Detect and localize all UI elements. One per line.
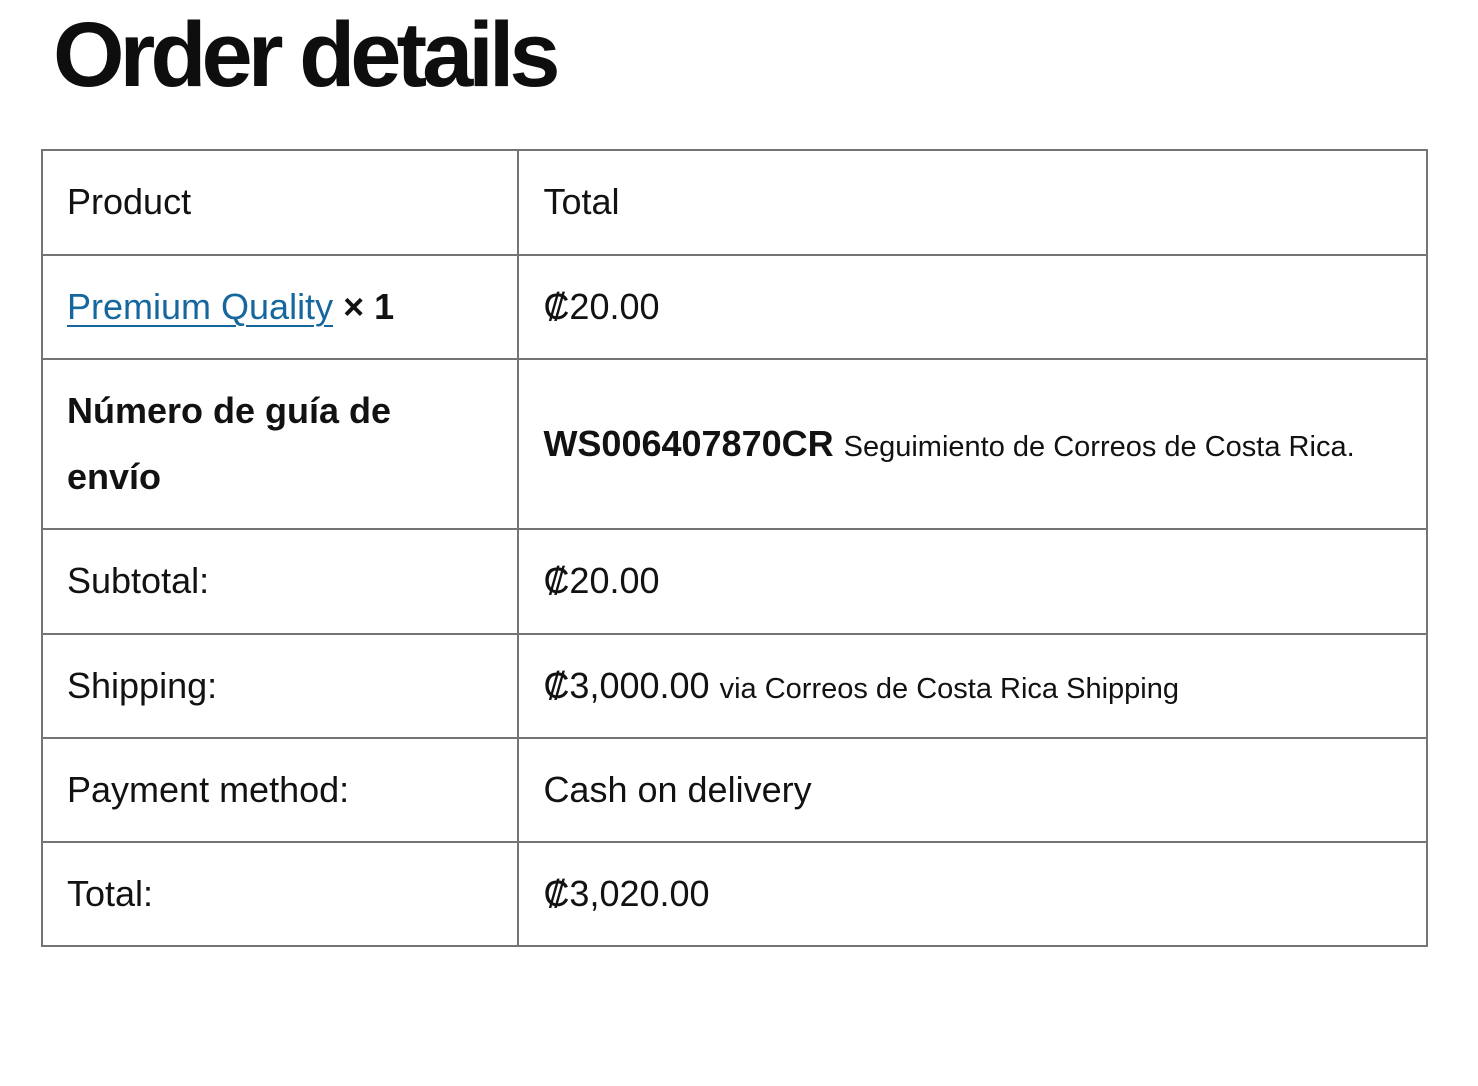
column-header-total: Total [517, 149, 1428, 256]
total-row: Total: ₡3,020.00 [40, 840, 1428, 948]
product-link[interactable]: Premium Quality [67, 285, 334, 327]
tracking-label: Número de guía de envío [40, 357, 520, 531]
total-amount: ₡3,020.00 [543, 873, 710, 914]
shipping-value-cell: ₡3,000.00 via Correos de Costa Rica Ship… [517, 632, 1428, 739]
column-header-product: Product [40, 149, 520, 256]
subtotal-row: Subtotal: ₡20.00 [40, 528, 1428, 635]
order-table-foot: Subtotal: ₡20.00 Shipping: ₡3,000.00 via… [40, 528, 1428, 948]
tracking-value-cell: WS006407870CR Seguimiento de Correos de … [517, 357, 1428, 531]
order-table-body: Premium Quality × 1 ₡20.00 Número de guí… [40, 253, 1428, 531]
payment-method-label: Payment method: [40, 736, 520, 844]
subtotal-label: Subtotal: [40, 528, 520, 635]
order-item-row: Premium Quality × 1 ₡20.00 [40, 253, 1428, 360]
order-item-total-cell: ₡20.00 [517, 253, 1428, 360]
shipping-row: Shipping: ₡3,000.00 via Correos de Costa… [40, 632, 1428, 739]
product-total-amount: ₡20.00 [543, 285, 660, 327]
total-label: Total: [40, 840, 520, 948]
order-details-table: Product Total Premium Quality × 1 ₡20.00… [40, 149, 1428, 948]
shipping-amount: ₡3,000.00 [543, 664, 710, 706]
subtotal-value-cell: ₡20.00 [517, 528, 1428, 635]
page-title: Order details [53, 4, 561, 106]
tracking-number: WS006407870CR [543, 422, 834, 464]
shipping-label: Shipping: [40, 632, 520, 739]
total-value-cell: ₡3,020.00 [517, 840, 1428, 948]
order-table-head: Product Total [40, 149, 1428, 256]
payment-method-row: Payment method: Cash on delivery [40, 736, 1428, 844]
order-item-name-cell: Premium Quality × 1 [40, 253, 520, 360]
tracking-description: Seguimiento de Correos de Costa Rica. [843, 430, 1355, 463]
subtotal-amount: ₡20.00 [543, 560, 660, 602]
payment-method-value-cell: Cash on delivery [517, 736, 1428, 844]
payment-method-value: Cash on delivery [543, 768, 812, 810]
tracking-row: Número de guía de envío WS006407870CR Se… [40, 357, 1428, 531]
shipping-method-note: via Correos de Costa Rica Shipping [719, 672, 1179, 705]
header-row: Product Total [40, 149, 1428, 256]
product-quantity: × 1 [343, 285, 395, 327]
